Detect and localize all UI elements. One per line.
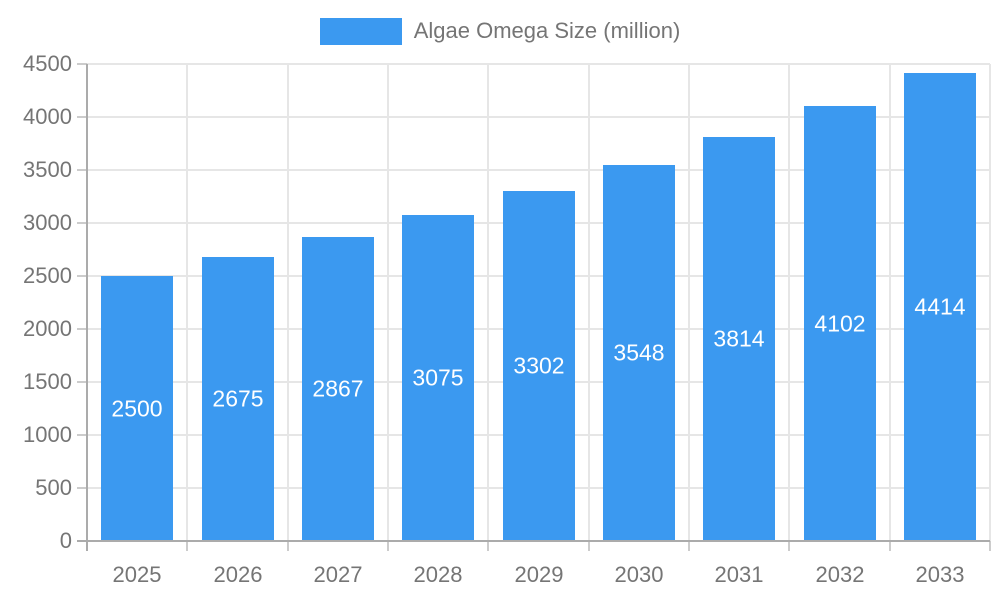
y-axis-label: 500 — [35, 475, 72, 500]
v-gridline — [587, 64, 590, 541]
x-axis-label: 2030 — [614, 562, 664, 587]
y-axis-label: 4500 — [23, 51, 72, 76]
x-axis-label: 2033 — [915, 562, 965, 587]
bar-2026[interactable]: 2675 — [202, 257, 274, 541]
x-axis-tick — [587, 541, 590, 551]
y-axis-label: 3500 — [23, 157, 72, 182]
y-axis-tick — [77, 487, 87, 489]
y-axis-line — [86, 64, 88, 551]
y-axis-tick — [77, 275, 87, 277]
legend-label: Algae Omega Size (million) — [413, 18, 681, 43]
bar-value-label: 3548 — [613, 339, 665, 366]
y-axis-tick — [77, 169, 87, 171]
x-axis-tick — [286, 541, 289, 551]
bar-2028[interactable]: 3075 — [402, 215, 474, 541]
bar-value-label: 2675 — [212, 385, 264, 412]
v-gridline — [286, 64, 289, 541]
y-axis-label: 0 — [59, 528, 72, 553]
y-axis-label: 1000 — [23, 422, 72, 447]
y-axis-label: 2000 — [23, 316, 72, 341]
y-axis-tick — [77, 222, 87, 224]
bar-2031[interactable]: 3814 — [703, 137, 775, 541]
y-axis-tick — [77, 63, 87, 65]
bar-value-label: 2867 — [312, 375, 364, 402]
v-gridline — [186, 64, 189, 541]
v-gridline — [387, 64, 389, 541]
bar-2032[interactable]: 4102 — [804, 106, 876, 541]
v-gridline — [788, 64, 791, 541]
bar-value-label: 3075 — [412, 364, 464, 391]
x-axis-tick — [186, 541, 189, 551]
h-gridline — [87, 169, 990, 171]
y-axis-tick — [77, 116, 87, 118]
y-axis-tick — [77, 328, 87, 330]
x-axis-label: 2025 — [112, 562, 162, 587]
x-axis-baseline — [77, 540, 990, 542]
x-axis-label: 2026 — [213, 562, 263, 587]
x-axis-label: 2027 — [313, 562, 363, 587]
x-axis-label: 2029 — [514, 562, 564, 587]
y-axis-label: 2500 — [23, 263, 72, 288]
x-axis-tick — [487, 541, 490, 551]
h-gridline — [87, 116, 990, 118]
x-axis-tick — [888, 541, 891, 551]
x-axis-tick — [387, 541, 389, 551]
bar-value-label: 4102 — [814, 310, 866, 336]
legend: Algae Omega Size (million) — [0, 14, 1000, 48]
bar-2027[interactable]: 2867 — [302, 237, 374, 541]
bar-value-label: 3814 — [713, 325, 765, 352]
y-axis-label: 3000 — [23, 210, 72, 235]
bar-value-label: 3302 — [513, 352, 565, 379]
bar-2025[interactable]: 2500 — [101, 276, 173, 541]
x-axis-label: 2032 — [815, 562, 865, 587]
y-axis-label: 4000 — [23, 104, 72, 129]
bar-value-label: 4414 — [914, 293, 966, 320]
v-gridline — [487, 64, 490, 541]
x-axis-label: 2028 — [413, 562, 463, 587]
legend-swatch — [319, 17, 402, 45]
bar-2033[interactable]: 4414 — [904, 73, 976, 541]
x-axis-tick — [989, 541, 991, 551]
x-axis-tick — [788, 541, 791, 551]
x-axis-tick — [688, 541, 690, 551]
y-axis-label: 1500 — [23, 369, 72, 394]
y-axis-tick — [77, 381, 87, 383]
bar-2029[interactable]: 3302 — [503, 191, 575, 541]
bar-value-label: 2500 — [111, 395, 163, 421]
v-gridline — [989, 64, 991, 541]
v-gridline — [888, 64, 891, 541]
x-axis-label: 2031 — [714, 562, 764, 587]
y-axis-tick — [77, 434, 87, 436]
h-gridline — [87, 63, 990, 65]
v-gridline — [688, 64, 690, 541]
bar-2030[interactable]: 3548 — [603, 165, 675, 541]
